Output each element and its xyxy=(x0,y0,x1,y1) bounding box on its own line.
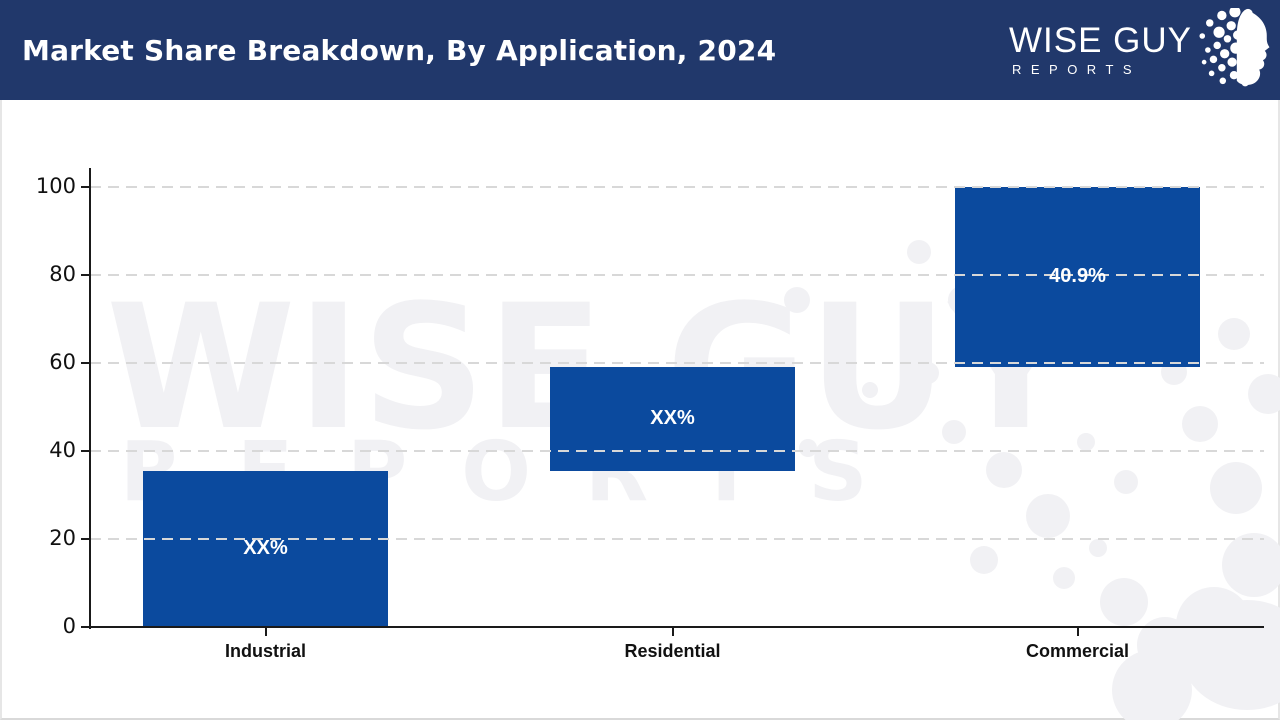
gridline-60 xyxy=(90,362,1264,364)
x-label-residential: Residential xyxy=(624,641,721,661)
x-label-industrial: Industrial xyxy=(224,641,306,661)
y-tick-label-80: 80 xyxy=(49,262,76,286)
y-axis-line xyxy=(89,168,91,629)
bar-value-label-commercial: 40.9% xyxy=(1049,265,1106,288)
y-tick-100 xyxy=(81,186,89,188)
y-tick-label-60: 60 xyxy=(49,350,76,374)
y-tick-20 xyxy=(81,538,89,540)
y-tick-60 xyxy=(81,362,89,364)
gridline-80 xyxy=(90,274,1264,276)
header-bar: Market Share Breakdown, By Application, … xyxy=(0,0,1280,100)
y-tick-label-40: 40 xyxy=(49,438,76,462)
x-tick-commercial xyxy=(1076,628,1079,636)
logo-subtext: REPORTS xyxy=(1011,62,1142,77)
bar-value-label-residential: XX% xyxy=(650,407,695,430)
y-tick-80 xyxy=(81,274,89,276)
logo-wordmark: WISE GUY xyxy=(1008,21,1192,60)
logo-face-icon xyxy=(1199,8,1270,87)
y-tick-label-0: 0 xyxy=(62,614,76,638)
page-title: Market Share Breakdown, By Application, … xyxy=(22,33,777,67)
gridline-20 xyxy=(90,538,1264,540)
bar-residential xyxy=(550,366,795,471)
brand-logo-text: WISE GUY REPORTS xyxy=(1008,21,1192,78)
brand-logo: WISE GUY REPORTS xyxy=(1009,8,1274,92)
bar-industrial xyxy=(143,470,388,627)
y-tick-label-100: 100 xyxy=(35,174,76,198)
y-tick-label-20: 20 xyxy=(49,526,76,550)
gridline-40 xyxy=(90,450,1264,452)
bar-value-label-industrial: XX% xyxy=(243,537,288,560)
y-tick-40 xyxy=(81,450,89,452)
x-tick-industrial xyxy=(264,628,267,636)
x-tick-residential xyxy=(671,628,674,636)
x-axis-line xyxy=(89,626,1264,628)
x-label-commercial: Commercial xyxy=(1025,641,1130,661)
gridline-100 xyxy=(90,186,1264,188)
y-tick-0 xyxy=(81,626,89,628)
bar-commercial xyxy=(955,187,1200,367)
